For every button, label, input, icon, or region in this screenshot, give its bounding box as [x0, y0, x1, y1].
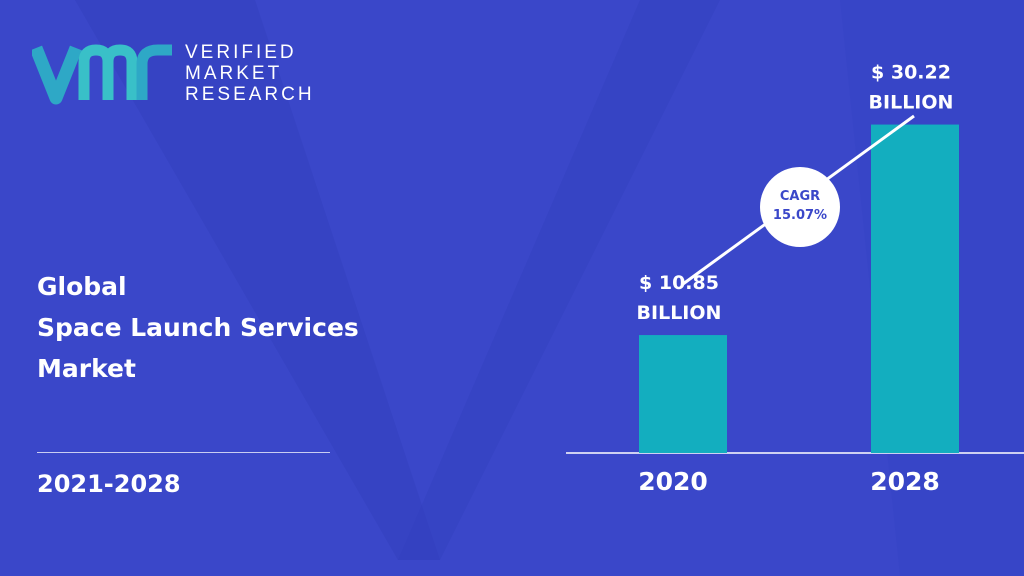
x-tick-label-2028: 2028: [870, 467, 940, 496]
brand-logo: [32, 40, 322, 110]
brand-line-2: MARKET: [185, 63, 283, 84]
value-label-2028-line-2: BILLION: [869, 92, 954, 114]
title-divider: [37, 452, 330, 453]
value-label-2028-line-1: $ 30.22: [871, 62, 951, 84]
title-line-3: Market: [37, 354, 136, 383]
cagr-label-line-1: CAGR: [780, 189, 820, 204]
bar-2020: [639, 335, 727, 453]
bar-2028: [871, 124, 959, 454]
brand-line-3: RESEARCH: [185, 84, 315, 105]
forecast-period: 2021-2028: [37, 470, 181, 498]
x-tick-label-2020: 2020: [638, 467, 708, 496]
page-title: Global Space Launch Services Market: [37, 266, 359, 389]
cagr-label-line-2: 15.07%: [773, 208, 827, 223]
cagr-circle: [760, 167, 840, 247]
title-line-2: Space Launch Services: [37, 313, 359, 342]
vmr-logo-icon: [32, 44, 172, 105]
brand-line-1: VERIFIED: [185, 42, 297, 63]
brand-name: VERIFIED MARKET RESEARCH: [185, 42, 315, 105]
value-label-2020-line-2: BILLION: [637, 302, 722, 324]
title-line-1: Global: [37, 272, 127, 301]
value-label-2020-line-1: $ 10.85: [639, 272, 719, 294]
